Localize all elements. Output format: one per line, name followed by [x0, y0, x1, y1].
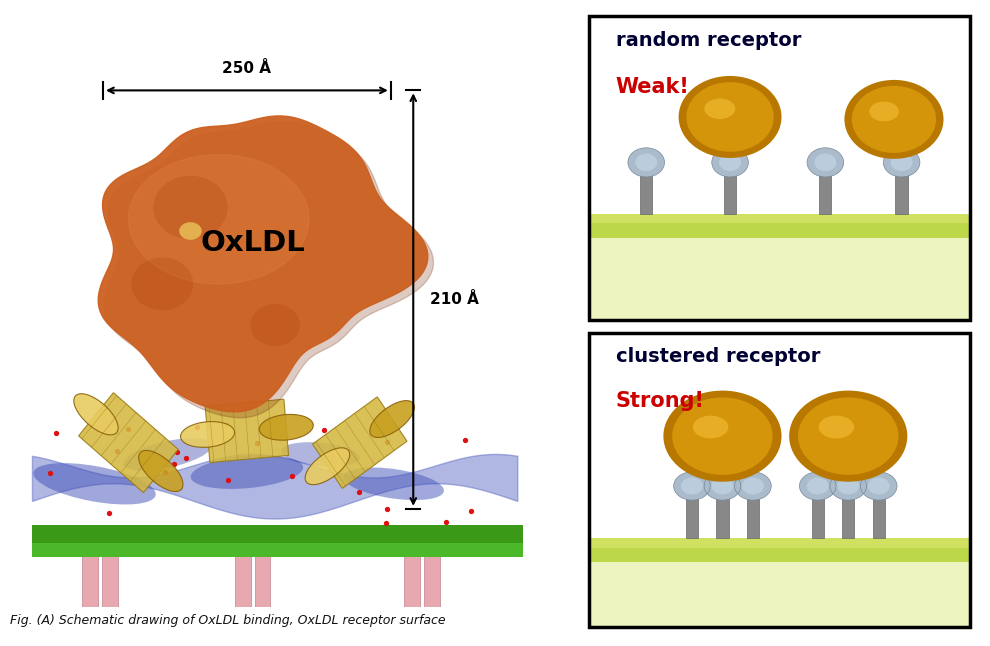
- Bar: [589, 213, 970, 238]
- Text: 250 Å: 250 Å: [223, 61, 271, 76]
- Ellipse shape: [153, 176, 228, 239]
- Bar: [33, 543, 524, 557]
- Bar: [746, 497, 759, 539]
- Ellipse shape: [704, 98, 736, 119]
- Polygon shape: [313, 397, 407, 488]
- Ellipse shape: [132, 258, 193, 310]
- Ellipse shape: [712, 148, 748, 177]
- Ellipse shape: [681, 477, 703, 494]
- Bar: [717, 497, 729, 539]
- Ellipse shape: [693, 415, 729, 439]
- Ellipse shape: [678, 76, 781, 158]
- Ellipse shape: [800, 472, 836, 500]
- Polygon shape: [98, 116, 428, 412]
- Bar: [33, 525, 524, 543]
- Ellipse shape: [370, 401, 415, 437]
- Ellipse shape: [819, 415, 854, 439]
- Ellipse shape: [815, 154, 837, 171]
- Bar: [424, 634, 440, 646]
- Ellipse shape: [868, 477, 890, 494]
- Ellipse shape: [838, 477, 859, 494]
- Ellipse shape: [686, 82, 774, 152]
- Polygon shape: [205, 399, 289, 463]
- Ellipse shape: [673, 472, 710, 500]
- Bar: [235, 552, 250, 616]
- Ellipse shape: [672, 397, 772, 475]
- Ellipse shape: [281, 442, 359, 466]
- Bar: [589, 213, 970, 224]
- Ellipse shape: [180, 422, 235, 447]
- Ellipse shape: [807, 148, 843, 177]
- Bar: [82, 634, 98, 646]
- Ellipse shape: [704, 472, 741, 500]
- Ellipse shape: [250, 304, 300, 346]
- Bar: [82, 552, 98, 616]
- Ellipse shape: [844, 80, 943, 159]
- Ellipse shape: [34, 463, 155, 505]
- Bar: [424, 552, 440, 616]
- Ellipse shape: [259, 415, 313, 440]
- Ellipse shape: [807, 477, 829, 494]
- Bar: [254, 634, 270, 646]
- Bar: [686, 497, 698, 539]
- Ellipse shape: [830, 472, 866, 500]
- Bar: [404, 634, 420, 646]
- Bar: [254, 552, 270, 616]
- Ellipse shape: [628, 148, 664, 177]
- Ellipse shape: [305, 448, 349, 484]
- Ellipse shape: [742, 477, 764, 494]
- Bar: [589, 539, 970, 548]
- Text: Weak!: Weak!: [616, 77, 689, 97]
- Polygon shape: [129, 154, 309, 284]
- Ellipse shape: [139, 450, 183, 492]
- Text: 210 Å: 210 Å: [431, 292, 479, 307]
- Ellipse shape: [851, 86, 937, 153]
- Ellipse shape: [719, 154, 742, 171]
- Bar: [842, 497, 854, 539]
- Bar: [724, 174, 737, 213]
- Bar: [896, 174, 908, 213]
- Text: clustered receptor: clustered receptor: [616, 348, 820, 366]
- Ellipse shape: [179, 222, 202, 240]
- Ellipse shape: [636, 154, 657, 171]
- Ellipse shape: [663, 391, 781, 482]
- Polygon shape: [104, 122, 434, 418]
- Bar: [589, 238, 970, 320]
- Ellipse shape: [74, 393, 118, 435]
- Bar: [872, 497, 885, 539]
- Ellipse shape: [191, 455, 303, 489]
- Ellipse shape: [344, 468, 444, 500]
- Bar: [589, 562, 970, 627]
- Ellipse shape: [869, 101, 899, 121]
- Ellipse shape: [735, 472, 771, 500]
- Ellipse shape: [124, 438, 212, 471]
- Bar: [102, 552, 118, 616]
- Bar: [589, 539, 970, 562]
- Ellipse shape: [883, 148, 920, 177]
- Text: Fig. (A) Schematic drawing of OxLDL binding, OxLDL receptor surface: Fig. (A) Schematic drawing of OxLDL bind…: [10, 614, 446, 627]
- Ellipse shape: [798, 397, 899, 475]
- Text: random receptor: random receptor: [616, 31, 801, 50]
- Ellipse shape: [712, 477, 734, 494]
- Text: OxLDL: OxLDL: [200, 229, 305, 256]
- Bar: [102, 634, 118, 646]
- Polygon shape: [33, 454, 518, 519]
- Bar: [404, 552, 420, 616]
- Ellipse shape: [891, 154, 913, 171]
- Bar: [235, 634, 250, 646]
- Polygon shape: [78, 393, 178, 493]
- Bar: [812, 497, 824, 539]
- Ellipse shape: [789, 391, 907, 482]
- Bar: [820, 174, 832, 213]
- Bar: [641, 174, 652, 213]
- Text: Strong!: Strong!: [616, 391, 705, 412]
- Ellipse shape: [860, 472, 897, 500]
